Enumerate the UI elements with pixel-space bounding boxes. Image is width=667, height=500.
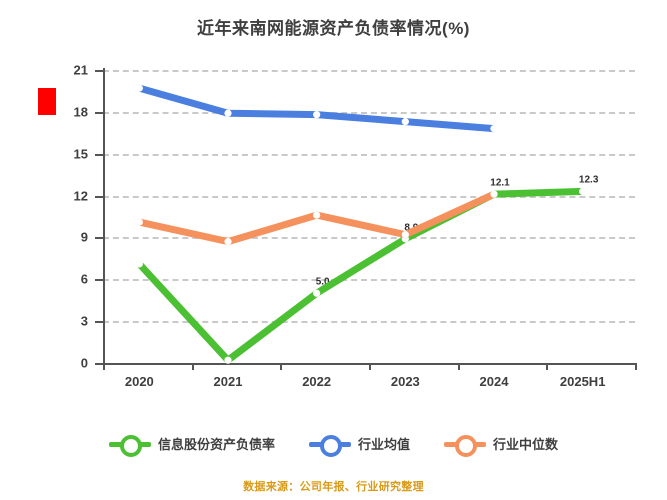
x-axis-tick-label: 2021 bbox=[213, 374, 243, 389]
x-axis-tick bbox=[635, 363, 637, 370]
data-point-label: 5.0 bbox=[315, 276, 330, 288]
data-point-label: 12.3 bbox=[578, 174, 599, 186]
y-axis-tick bbox=[95, 195, 103, 198]
y-axis-tick bbox=[95, 363, 103, 365]
x-axis-tick bbox=[191, 363, 194, 370]
y-axis-tick-label: 3 bbox=[80, 313, 88, 329]
chart-title: 近年来南网能源资产负债率情况(%) bbox=[197, 19, 470, 38]
red-watermark-block bbox=[38, 88, 56, 115]
legend-item-company[interactable]: 信息股份资产负债率 bbox=[108, 434, 275, 457]
legend-label: 行业均值 bbox=[357, 437, 410, 452]
legend-label: 信息股份资产负债率 bbox=[157, 437, 275, 452]
grid-line bbox=[103, 111, 635, 114]
y-axis-tick-label: 15 bbox=[73, 146, 88, 162]
legend-item-industry-mean[interactable]: 行业均值 bbox=[308, 434, 410, 457]
x-axis-tick-label: 2024 bbox=[479, 374, 509, 389]
y-axis-tick-label: 18 bbox=[73, 104, 88, 120]
y-axis-tick bbox=[95, 111, 103, 114]
grid-line bbox=[103, 321, 635, 324]
x-axis-tick-label: 2022 bbox=[302, 374, 332, 389]
grid-line bbox=[103, 153, 635, 156]
x-axis-tick bbox=[546, 363, 549, 370]
y-axis-line bbox=[103, 68, 105, 365]
y-axis-tick bbox=[95, 153, 103, 156]
x-axis-tick bbox=[280, 363, 283, 370]
grid-line bbox=[103, 195, 635, 198]
y-axis-tick bbox=[95, 237, 103, 240]
y-axis-tick-label: 12 bbox=[73, 188, 88, 204]
x-axis-tick-label: 2025H1 bbox=[559, 374, 606, 389]
x-axis-tick-label: 2023 bbox=[390, 374, 420, 389]
grid-line bbox=[103, 70, 635, 72]
legend-marker-icon bbox=[444, 434, 486, 457]
legend-marker-icon bbox=[308, 434, 351, 457]
y-axis-tick-label: 21 bbox=[73, 62, 88, 78]
y-axis-tick bbox=[95, 279, 103, 282]
legend-label: 行业中位数 bbox=[493, 437, 559, 452]
x-axis-tick-label: 2020 bbox=[124, 374, 154, 389]
grid-line bbox=[103, 279, 635, 282]
y-axis-tick bbox=[95, 70, 103, 72]
y-axis-tick bbox=[95, 321, 103, 324]
plot-area bbox=[103, 70, 635, 365]
x-axis-tick bbox=[457, 363, 460, 370]
data-point-label: 8.9 bbox=[404, 222, 419, 234]
grid-line bbox=[103, 237, 635, 240]
data-point-label: 12.1 bbox=[490, 177, 510, 189]
x-axis-tick bbox=[103, 363, 105, 370]
y-axis-tick-label: 6 bbox=[80, 271, 88, 287]
legend-marker-icon bbox=[108, 434, 151, 457]
x-axis-tick bbox=[369, 363, 371, 370]
source-note: 数据来源：公司年报、行业研究整理 bbox=[243, 481, 424, 493]
y-axis-tick-label: 9 bbox=[80, 229, 88, 245]
legend-item-industry-median[interactable]: 行业中位数 bbox=[444, 434, 559, 457]
chart-legend: 信息股份资产负债率 行业均值 行业中位数 bbox=[0, 434, 667, 457]
y-axis-tick-label: 0 bbox=[80, 355, 88, 371]
